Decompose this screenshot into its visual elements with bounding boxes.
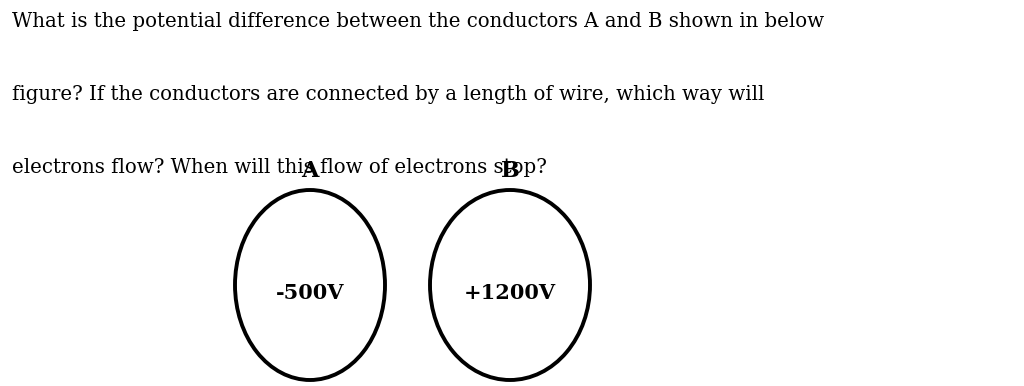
Text: A: A	[301, 160, 318, 182]
Text: What is the potential difference between the conductors A and B shown in below: What is the potential difference between…	[12, 12, 824, 30]
Text: -500V: -500V	[275, 283, 344, 303]
Text: figure? If the conductors are connected by a length of wire, which way will: figure? If the conductors are connected …	[12, 85, 765, 104]
Text: +1200V: +1200V	[464, 283, 556, 303]
Text: B: B	[501, 160, 519, 182]
Text: electrons flow? When will this flow of electrons stop?: electrons flow? When will this flow of e…	[12, 158, 547, 177]
